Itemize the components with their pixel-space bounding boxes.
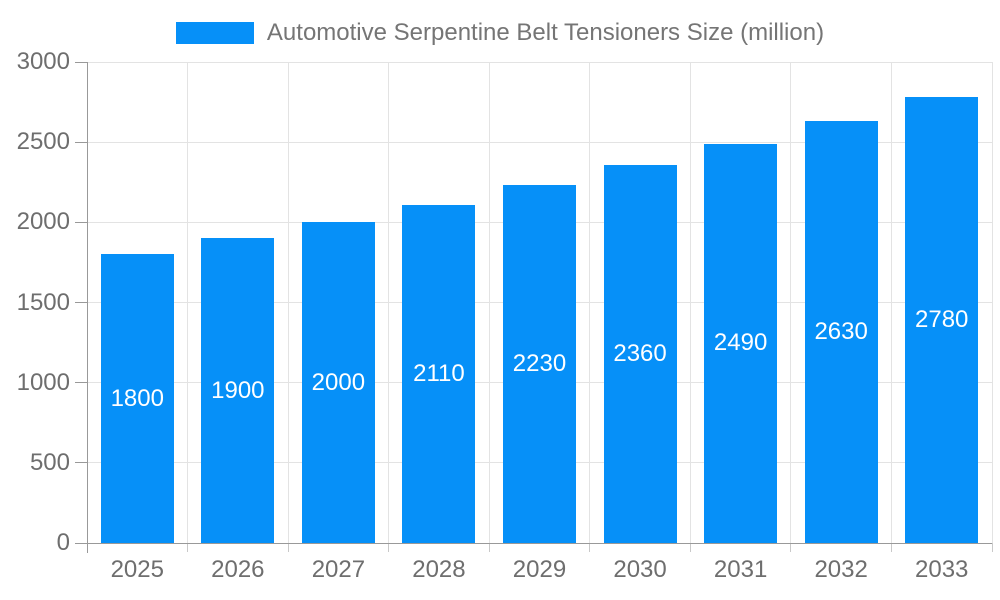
bar: 2630	[804, 121, 878, 543]
gridline-vertical	[790, 62, 792, 543]
gridline-vertical	[488, 62, 490, 543]
bar-value-label: 2360	[613, 339, 667, 367]
x-tick-label: 2032	[814, 556, 868, 583]
gridline-vertical	[187, 62, 189, 543]
legend[interactable]: Automotive Serpentine Belt Tensioners Si…	[0, 19, 1000, 46]
gridline-horizontal	[87, 141, 992, 143]
y-tick-label: 2000	[16, 208, 70, 236]
y-axis-tick	[75, 302, 87, 303]
gridline-vertical	[890, 62, 892, 543]
bar-value-label: 2230	[512, 350, 567, 378]
legend-swatch	[175, 22, 254, 44]
bar: 1900	[201, 238, 275, 543]
y-tick-label: 0	[56, 529, 70, 556]
y-axis-line	[86, 62, 88, 553]
bar-value-label: 2110	[413, 359, 465, 387]
bar-value-label: 2630	[814, 318, 868, 346]
x-tick-label: 2025	[110, 556, 164, 583]
y-axis-tick	[75, 462, 87, 464]
x-tick-label: 2026	[211, 556, 265, 583]
bar-value-label: 1900	[211, 376, 265, 404]
x-axis-tick	[187, 543, 189, 552]
y-axis-tick	[75, 61, 87, 63]
x-tick-label: 2033	[915, 556, 969, 583]
x-tick-label: 2029	[512, 556, 567, 583]
bar: 2780	[905, 97, 979, 543]
gridline-vertical	[287, 62, 289, 543]
gridline-vertical	[589, 62, 591, 543]
x-axis-tick	[287, 543, 289, 552]
x-axis-tick	[991, 543, 993, 552]
y-tick-label: 500	[29, 448, 70, 476]
legend-label: Automotive Serpentine Belt Tensioners Si…	[266, 19, 825, 46]
gridline-vertical	[689, 62, 691, 543]
y-tick-label: 1500	[16, 288, 70, 316]
bar-value-label: 2780	[915, 306, 969, 334]
bar: 2230	[503, 185, 576, 543]
x-axis-tick	[589, 543, 591, 552]
x-axis-line	[87, 542, 992, 544]
x-axis-tick	[388, 543, 390, 552]
gridline-horizontal	[87, 61, 992, 63]
y-axis-tick	[75, 382, 87, 384]
bar: 2110	[402, 204, 476, 543]
y-axis-tick	[75, 542, 87, 544]
gridline-vertical	[388, 62, 390, 543]
gridline-vertical	[991, 62, 993, 543]
x-axis-tick	[790, 543, 792, 552]
y-tick-label: 3000	[16, 48, 70, 75]
bar-value-label: 2000	[311, 368, 366, 396]
y-axis-tick	[75, 221, 87, 223]
x-tick-label: 2030	[613, 556, 667, 583]
x-tick-label: 2031	[713, 556, 768, 583]
x-tick-label: 2027	[311, 556, 366, 583]
bar: 1800	[100, 254, 174, 543]
x-tick-label: 2028	[412, 556, 466, 583]
x-axis-tick	[488, 543, 490, 552]
y-axis-tick	[75, 141, 87, 143]
y-tick-label: 2500	[16, 128, 70, 156]
bar-value-label: 1800	[110, 384, 164, 412]
bar: 2000	[301, 222, 375, 543]
bar: 2360	[603, 164, 677, 543]
bar: 2490	[704, 143, 778, 543]
y-tick-label: 1000	[16, 368, 70, 396]
x-axis-tick	[689, 543, 691, 552]
bar-value-label: 2490	[713, 329, 768, 357]
x-axis-tick	[890, 543, 892, 552]
